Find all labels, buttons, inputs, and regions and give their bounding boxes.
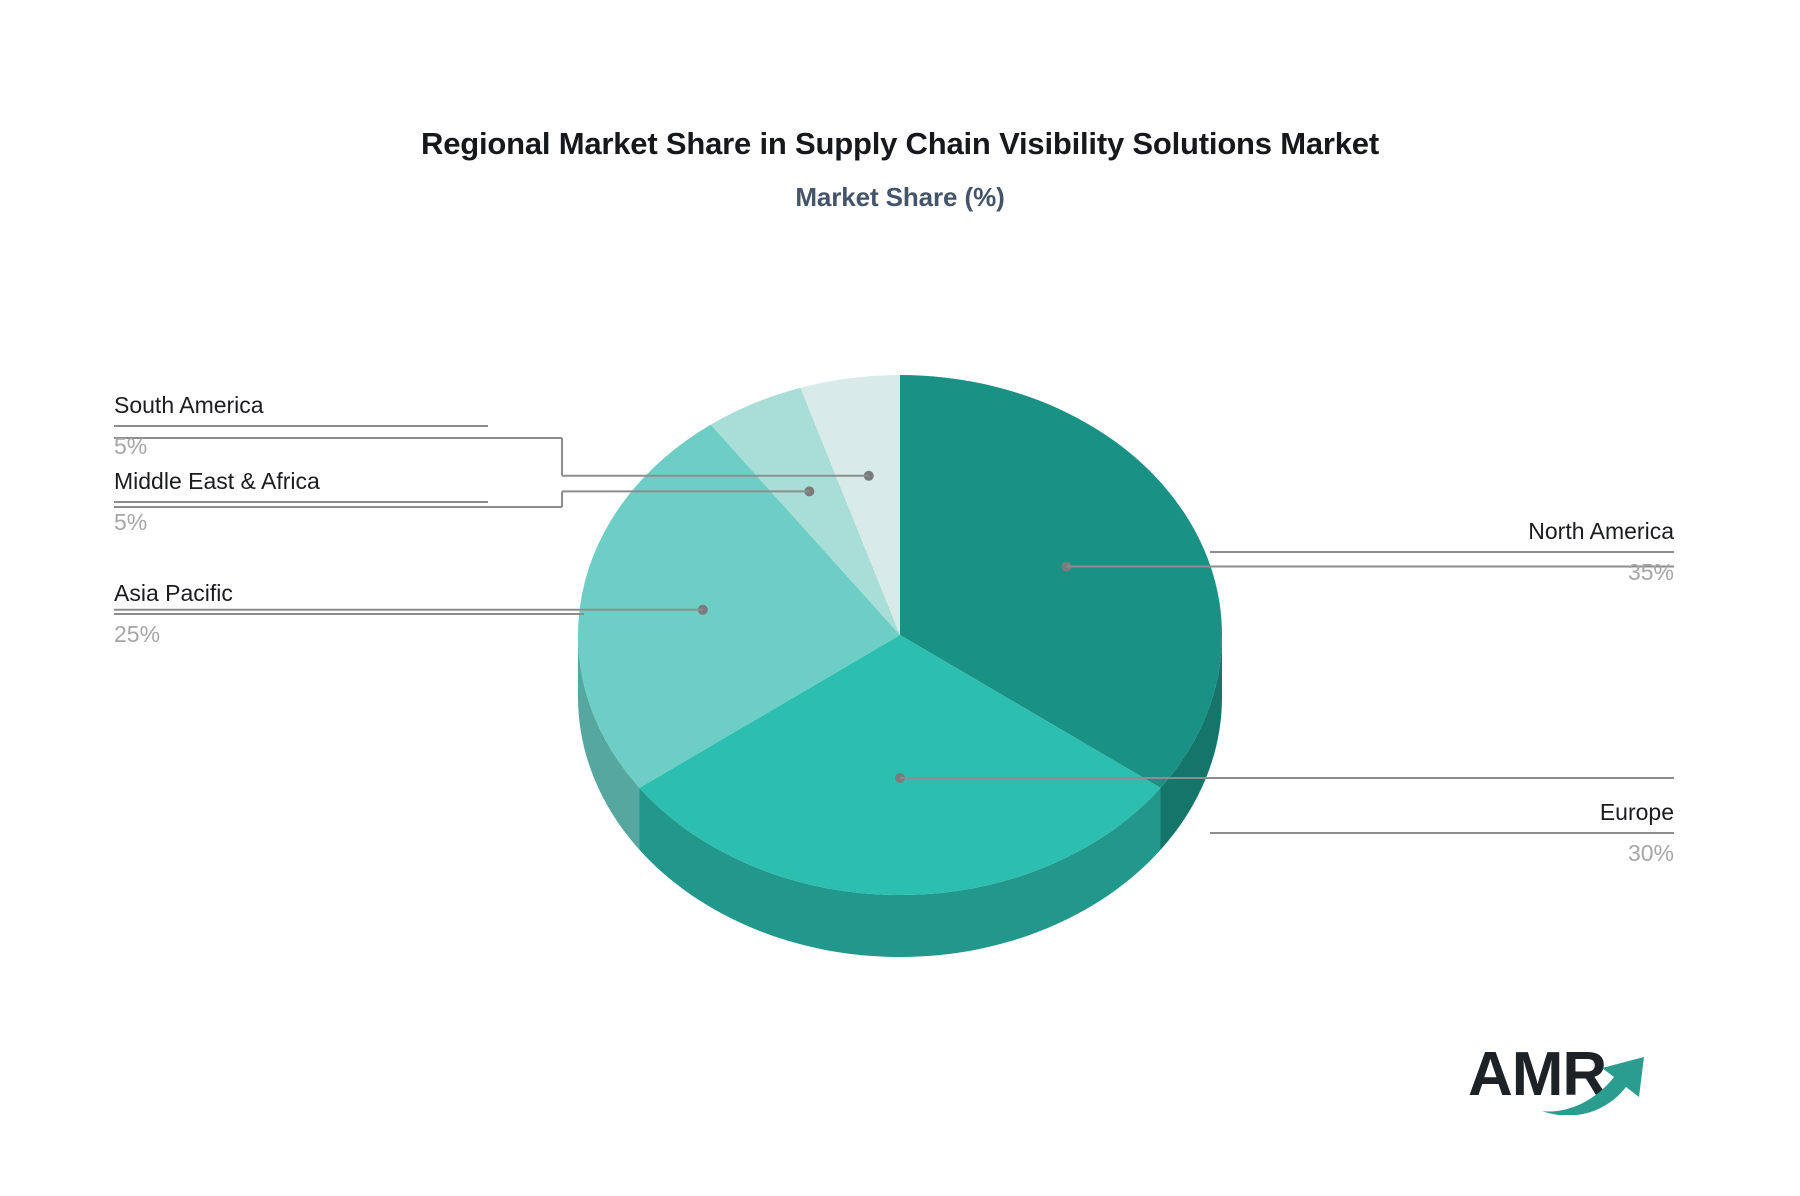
pie-slice-side xyxy=(639,787,1161,957)
amr-logo-text: AMR xyxy=(1468,1040,1606,1109)
pie-slice-middle-east-africa[interactable] xyxy=(710,387,900,635)
pie-slice-side xyxy=(1160,635,1222,850)
leader-lines xyxy=(114,437,1674,783)
pie-slice-south-america[interactable] xyxy=(800,375,900,635)
pie-slice-europe[interactable] xyxy=(639,635,1161,896)
pie-slice-side xyxy=(578,635,640,850)
pie-slice-asia-pacific[interactable] xyxy=(578,424,900,788)
amr-logo: AMR xyxy=(1468,1040,1644,1115)
pie-3d-sides xyxy=(578,635,1222,957)
amr-arrow-icon xyxy=(1542,1057,1644,1115)
pie-slices xyxy=(578,375,1222,896)
pie-slice-north-america[interactable] xyxy=(900,375,1222,788)
